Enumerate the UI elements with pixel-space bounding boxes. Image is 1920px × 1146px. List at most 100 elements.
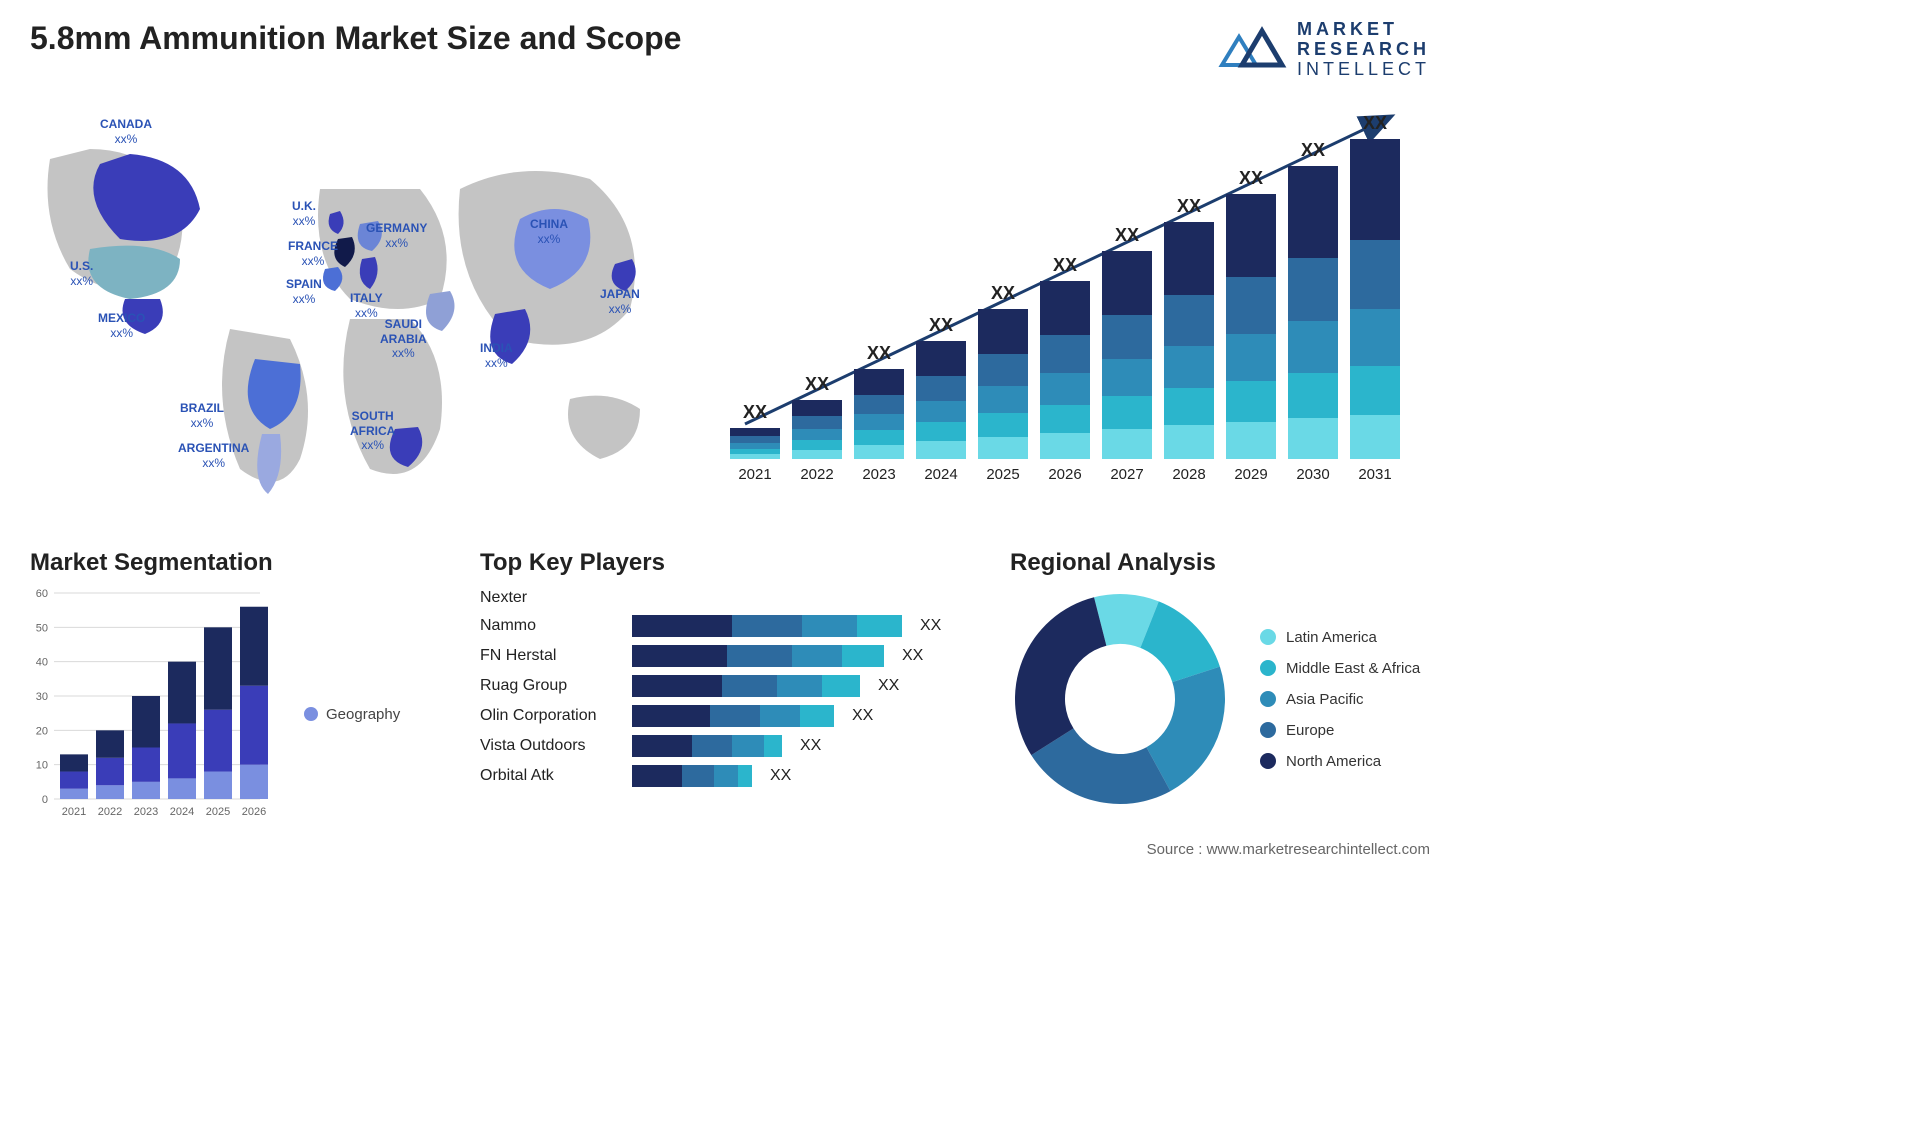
map-label: SPAINxx% xyxy=(286,277,322,306)
svg-text:2024: 2024 xyxy=(924,466,957,483)
player-value: XX xyxy=(800,737,821,755)
svg-text:40: 40 xyxy=(36,657,48,669)
map-label: U.K.xx% xyxy=(292,199,316,228)
segmentation-legend: Geography xyxy=(304,706,400,723)
svg-text:30: 30 xyxy=(36,691,48,703)
growth-chart-panel: XX2021XX2022XX2023XX2024XX2025XX2026XX20… xyxy=(710,99,1430,519)
segmentation-chart: 0102030405060202120222023202420252026 xyxy=(30,589,280,839)
logo-icon xyxy=(1217,25,1287,75)
regional-legend-label: North America xyxy=(1286,753,1381,770)
player-row: Nexter xyxy=(480,589,980,607)
player-row: Orbital Atk XX xyxy=(480,765,980,787)
player-value: XX xyxy=(920,617,941,635)
player-name: FN Herstal xyxy=(480,647,620,665)
regional-legend-item: Middle East & Africa xyxy=(1260,660,1420,677)
regional-legend-dot xyxy=(1260,753,1276,769)
map-label: CHINAxx% xyxy=(530,217,568,246)
svg-text:0: 0 xyxy=(42,794,48,806)
svg-text:2023: 2023 xyxy=(862,466,895,483)
svg-text:2025: 2025 xyxy=(206,806,230,818)
svg-text:2027: 2027 xyxy=(1110,466,1143,483)
svg-text:2026: 2026 xyxy=(1048,466,1081,483)
player-bar xyxy=(632,765,752,787)
players-panel: Top Key Players Nexter Nammo XX FN Herstal X… xyxy=(480,549,980,849)
player-name: Ruag Group xyxy=(480,677,620,695)
svg-text:2022: 2022 xyxy=(98,806,122,818)
svg-text:20: 20 xyxy=(36,726,48,738)
regional-legend-label: Asia Pacific xyxy=(1286,691,1364,708)
segmentation-legend-dot xyxy=(304,707,318,721)
map-label: FRANCExx% xyxy=(288,239,338,268)
map-label: SAUDIARABIAxx% xyxy=(380,317,427,360)
growth-chart: XX2021XX2022XX2023XX2024XX2025XX2026XX20… xyxy=(710,99,1430,499)
brand-logo: MARKET RESEARCH INTELLECT xyxy=(1217,20,1430,79)
regional-legend-label: Middle East & Africa xyxy=(1286,660,1420,677)
map-label: ARGENTINAxx% xyxy=(178,441,249,470)
svg-text:XX: XX xyxy=(1363,113,1387,133)
svg-text:XX: XX xyxy=(991,283,1015,303)
svg-text:XX: XX xyxy=(743,402,767,422)
svg-text:2028: 2028 xyxy=(1172,466,1205,483)
player-name: Nammo xyxy=(480,617,620,635)
regional-title: Regional Analysis xyxy=(1010,549,1430,577)
svg-text:2029: 2029 xyxy=(1234,466,1267,483)
player-bar xyxy=(632,705,834,727)
svg-text:XX: XX xyxy=(805,374,829,394)
svg-text:2030: 2030 xyxy=(1296,466,1329,483)
segmentation-panel: Market Segmentation 01020304050602021202… xyxy=(30,549,450,849)
map-label: MEXICOxx% xyxy=(98,311,145,340)
regional-legend-dot xyxy=(1260,691,1276,707)
player-name: Vista Outdoors xyxy=(480,737,620,755)
svg-text:10: 10 xyxy=(36,760,48,772)
regional-legend-item: Latin America xyxy=(1260,629,1420,646)
player-row: Nammo XX xyxy=(480,615,980,637)
segmentation-title: Market Segmentation xyxy=(30,549,450,577)
regional-legend-item: North America xyxy=(1260,753,1420,770)
player-value: XX xyxy=(770,767,791,785)
source-text: Source : www.marketresearchintellect.com xyxy=(1147,841,1430,858)
map-label: SOUTHAFRICAxx% xyxy=(350,409,395,452)
map-label: GERMANYxx% xyxy=(366,221,427,250)
regional-donut xyxy=(1010,589,1230,809)
regional-panel: Regional Analysis Latin America Middle Ea… xyxy=(1010,549,1430,849)
svg-text:2026: 2026 xyxy=(242,806,266,818)
players-title: Top Key Players xyxy=(480,549,980,577)
player-bar xyxy=(632,675,860,697)
svg-text:XX: XX xyxy=(1239,168,1263,188)
player-row: FN Herstal XX xyxy=(480,645,980,667)
segmentation-legend-label: Geography xyxy=(326,706,400,723)
page-title: 5.8mm Ammunition Market Size and Scope xyxy=(30,20,681,57)
svg-text:50: 50 xyxy=(36,623,48,635)
player-bar xyxy=(632,645,884,667)
regional-legend-label: Latin America xyxy=(1286,629,1377,646)
regional-legend-dot xyxy=(1260,722,1276,738)
player-value: XX xyxy=(878,677,899,695)
regional-legend-dot xyxy=(1260,660,1276,676)
map-label: ITALYxx% xyxy=(350,291,383,320)
regional-legend-dot xyxy=(1260,629,1276,645)
svg-text:XX: XX xyxy=(929,315,953,335)
player-row: Olin CorporationXX xyxy=(480,705,980,727)
player-row: Ruag Group XX xyxy=(480,675,980,697)
regional-legend-label: Europe xyxy=(1286,722,1334,739)
svg-text:60: 60 xyxy=(36,589,48,600)
regional-legend-item: Asia Pacific xyxy=(1260,691,1420,708)
player-name: Olin Corporation xyxy=(480,707,620,725)
svg-text:2025: 2025 xyxy=(986,466,1019,483)
svg-text:2031: 2031 xyxy=(1358,466,1391,483)
player-name: Nexter xyxy=(480,589,620,607)
map-label: INDIAxx% xyxy=(480,341,513,370)
svg-text:2023: 2023 xyxy=(134,806,158,818)
player-row: Vista Outdoors XX xyxy=(480,735,980,757)
player-bar xyxy=(632,735,782,757)
svg-text:2021: 2021 xyxy=(738,466,771,483)
svg-text:XX: XX xyxy=(1177,196,1201,216)
players-list: Nexter Nammo XX FN Herstal XX Ruag Group XX Oli… xyxy=(480,589,980,787)
player-bar xyxy=(632,615,902,637)
map-label: U.S.xx% xyxy=(70,259,93,288)
world-map-panel: CANADAxx%U.S.xx%MEXICOxx%BRAZILxx%ARGENT… xyxy=(30,99,670,519)
player-name: Orbital Atk xyxy=(480,767,620,785)
player-value: XX xyxy=(902,647,923,665)
svg-text:XX: XX xyxy=(867,343,891,363)
svg-text:2024: 2024 xyxy=(170,806,194,818)
